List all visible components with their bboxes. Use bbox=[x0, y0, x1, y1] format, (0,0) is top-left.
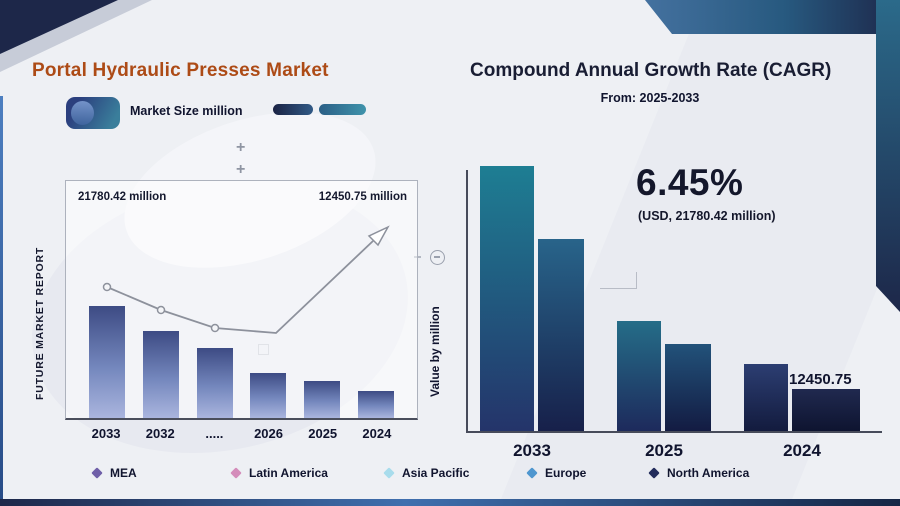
right-chart-group-2025: 2025 bbox=[617, 321, 711, 460]
left-chart-bars bbox=[66, 181, 417, 418]
market-size-legend-label: Market Size million bbox=[130, 104, 243, 118]
right-chart-x-axis-line bbox=[466, 431, 882, 433]
gauge-pill-navy bbox=[273, 104, 313, 115]
legend-item-north-america: North America bbox=[648, 466, 750, 480]
legend-label: Latin America bbox=[249, 466, 328, 480]
right-chart-subtitle: From: 2025-2033 bbox=[600, 91, 700, 105]
right-chart-y-axis-line bbox=[466, 170, 468, 433]
right-chart-y-axis-label: Value by million bbox=[428, 306, 442, 397]
plus-icon: + bbox=[236, 161, 246, 178]
left-chart-side-text: FUTURE MARKET REPORT bbox=[34, 246, 46, 400]
left-chart-x-label: 2026 bbox=[254, 426, 283, 441]
left-chart-bar-2025 bbox=[304, 381, 341, 418]
left-chart-max-label: 21780.42 million bbox=[78, 191, 167, 203]
legend-marker-icon bbox=[648, 467, 660, 479]
right-edge-ribbon bbox=[876, 0, 900, 312]
plus-icon: + bbox=[236, 139, 246, 156]
left-chart-bar-2033 bbox=[88, 306, 125, 418]
right-chart-x-label: 2025 bbox=[645, 441, 683, 460]
legend-marker-icon bbox=[230, 467, 242, 479]
left-chart-x-label: 2024 bbox=[362, 426, 392, 441]
left-chart-x-label: 2032 bbox=[145, 426, 175, 441]
left-chart-x-label: ..... bbox=[205, 426, 224, 441]
cagr-note: (USD, 21780.42 million) bbox=[638, 209, 776, 223]
right-chart-x-label: 2024 bbox=[783, 441, 821, 460]
legend-label: North America bbox=[667, 466, 750, 480]
legend-item-latin-america: Latin America bbox=[230, 466, 328, 480]
legend-label: Asia Pacific bbox=[402, 466, 470, 480]
bracket-decoration bbox=[600, 272, 637, 289]
top-right-ribbon bbox=[645, 0, 900, 34]
cylinder-icon bbox=[66, 97, 120, 129]
left-chart-x-label: 2033 bbox=[91, 426, 121, 441]
right-chart-bar bbox=[480, 166, 534, 431]
left-chart-bar-2026 bbox=[250, 373, 287, 418]
region-legend: MEA Latin America Asia Pacific Europe North … bbox=[0, 466, 900, 488]
left-chart-title: Portal Hydraulic Presses Market bbox=[32, 60, 329, 81]
legend-item-mea: MEA bbox=[91, 466, 137, 480]
cagr-value: 6.45% bbox=[636, 162, 744, 203]
legend-marker-icon bbox=[91, 467, 103, 479]
bottom-edge-strip bbox=[0, 499, 900, 506]
bar-value-label-2024: 12450.75 bbox=[789, 371, 852, 388]
legend-item-europe: Europe bbox=[526, 466, 587, 480]
right-chart-group-2024: 2024 bbox=[744, 364, 860, 460]
right-chart-group-2033: 2033 bbox=[480, 166, 584, 460]
left-edge-strip bbox=[0, 96, 3, 506]
right-chart-bars: 2033 2025 2024 bbox=[470, 166, 872, 460]
legend-item-asia-pacific: Asia Pacific bbox=[383, 466, 470, 480]
legend-marker-icon bbox=[526, 467, 538, 479]
right-chart-bar bbox=[617, 321, 661, 431]
right-chart-bar bbox=[538, 239, 584, 431]
right-chart-bar bbox=[665, 344, 711, 431]
legend-label: MEA bbox=[110, 466, 137, 480]
left-chart-bar-2024 bbox=[358, 391, 395, 418]
circle-minus-icon bbox=[430, 250, 445, 265]
left-chart-min-label: 12450.75 million bbox=[318, 191, 407, 203]
left-chart-x-axis: 2033 2032..... 2026 2025 2024 bbox=[65, 426, 418, 441]
left-chart-bar-2032 bbox=[142, 331, 179, 418]
right-chart-title: Compound Annual Growth Rate (CAGR) bbox=[470, 60, 832, 81]
legend-marker-icon bbox=[383, 467, 395, 479]
right-chart-bar bbox=[744, 364, 788, 431]
right-chart-bar bbox=[792, 389, 860, 431]
left-chart-x-label: 2025 bbox=[308, 426, 338, 441]
legend-label: Europe bbox=[545, 466, 587, 480]
right-chart-x-label: 2033 bbox=[513, 441, 551, 460]
left-chart-bar-..... bbox=[196, 348, 233, 418]
gauge-pill-teal bbox=[319, 104, 366, 115]
left-chart-panel: 21780.42 million 12450.75 million bbox=[65, 180, 418, 420]
